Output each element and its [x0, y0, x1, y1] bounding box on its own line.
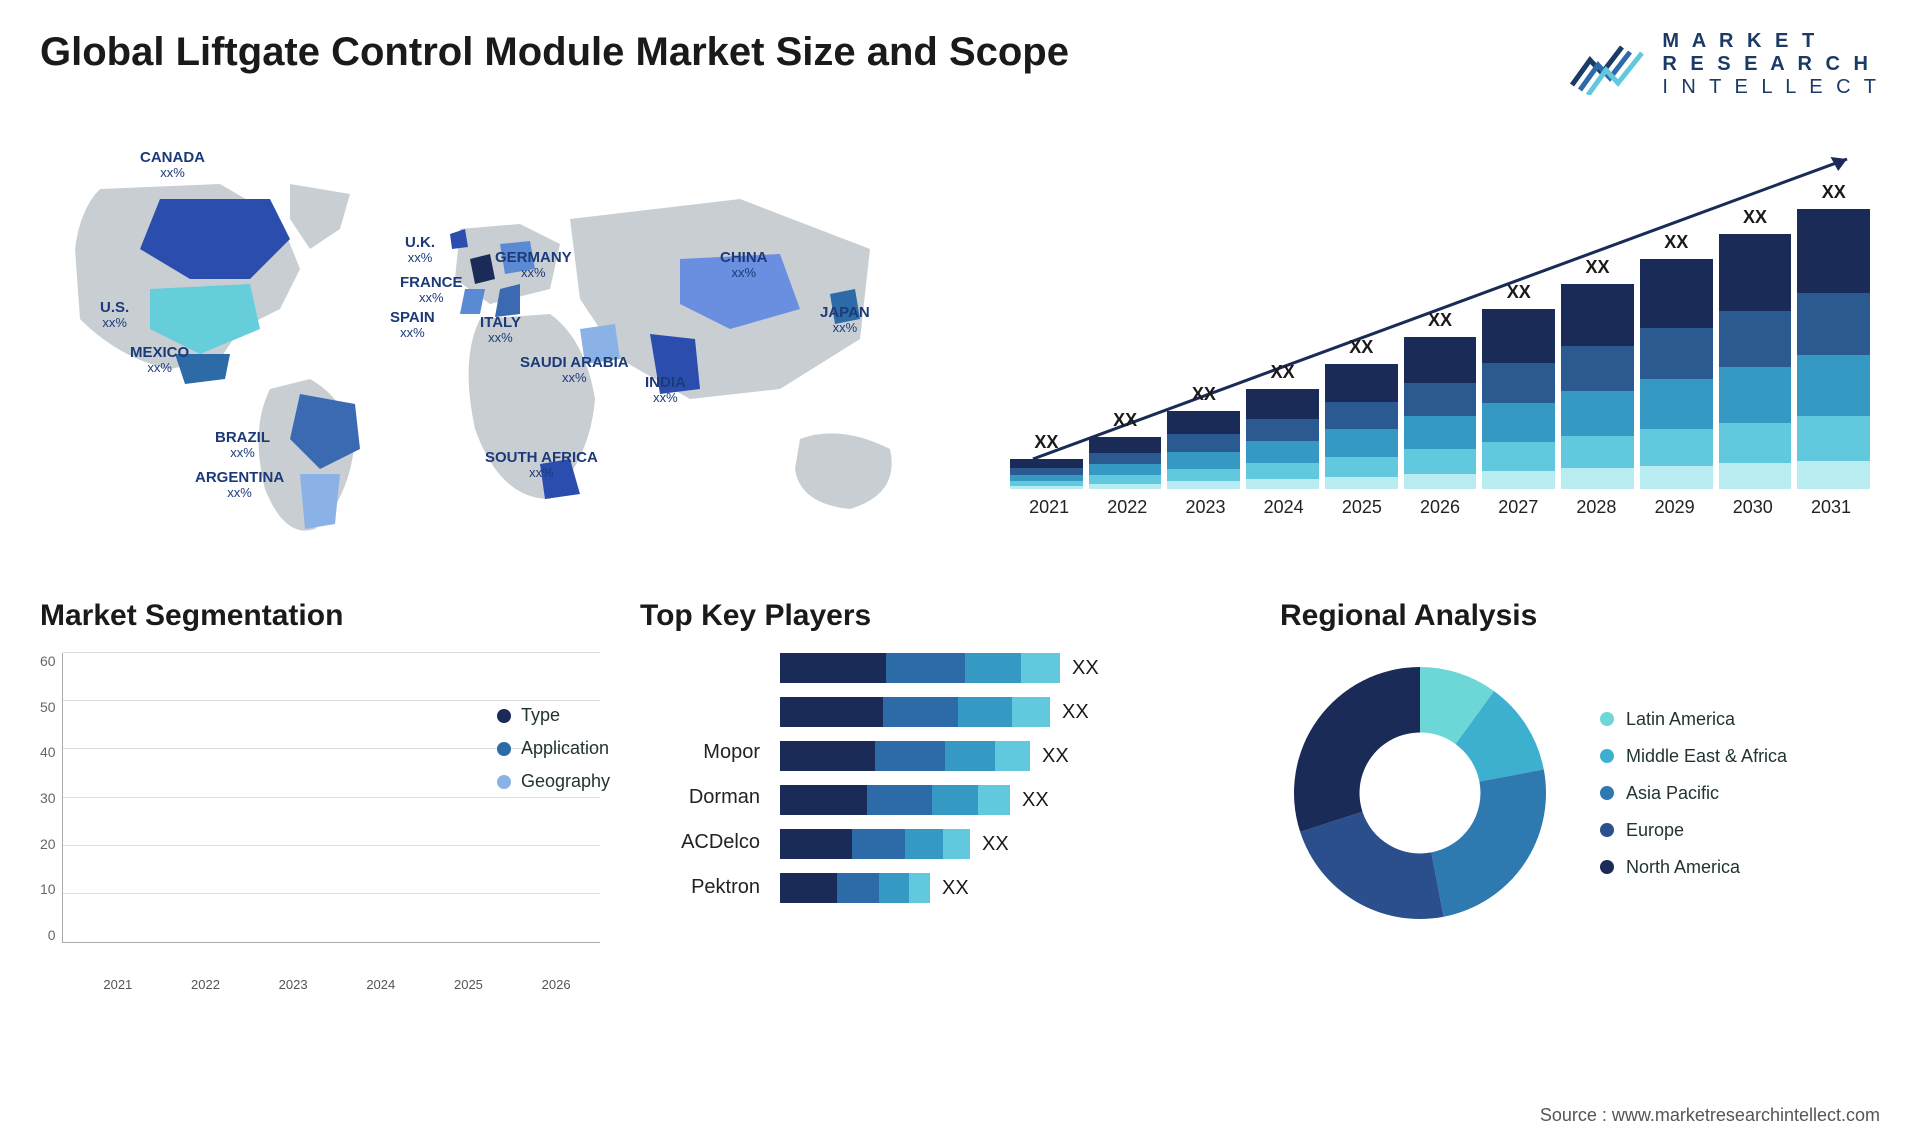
key-player-name: ACDelco [640, 831, 760, 854]
brand-logo: M A R K E T R E S E A R C H I N T E L L … [1570, 30, 1880, 99]
top-section: CANADAxx% U.S.xx%MEXICOxx% BRAZILxx% ARGENT… [40, 129, 1880, 549]
segmentation-legend: Type Application Geography [497, 693, 610, 804]
donut-slice [1294, 667, 1420, 832]
growth-bar-label: XX [1349, 337, 1373, 358]
map-label: SOUTH AFRICAxx% [485, 449, 598, 481]
key-player-bar: XX [780, 829, 1240, 859]
growth-bar: XX [1325, 337, 1398, 489]
growth-bar: XX [1640, 232, 1713, 489]
legend-item: Asia Pacific [1600, 783, 1787, 804]
key-players-chart: Mopor Dorman ACDelco Pektron XX XX XX XX XX XX [640, 653, 1240, 903]
legend-item: Application [497, 738, 610, 759]
regional-chart: Latin America Middle East & Africa Asia Pa… [1280, 653, 1880, 933]
segmentation-panel: Market Segmentation 6050403020100 TypeAp… [40, 599, 600, 1019]
growth-year-label: 2025 [1323, 489, 1401, 518]
key-player-name: Dorman [640, 786, 760, 809]
legend-item: Latin America [1600, 709, 1787, 730]
key-player-bar: XX [780, 785, 1240, 815]
growth-year-label: 2028 [1557, 489, 1635, 518]
growth-bar-label: XX [1664, 232, 1688, 253]
growth-bar: XX [1561, 257, 1634, 489]
segmentation-x-axis: 202120222023202420252026 [40, 973, 600, 992]
growth-year-label: 2030 [1714, 489, 1792, 518]
growth-bar: XX [1167, 384, 1240, 489]
legend-item: Europe [1600, 820, 1787, 841]
key-player-bar: XX [780, 741, 1240, 771]
map-label: GERMANYxx% [495, 249, 572, 281]
growth-bar-label: XX [1586, 257, 1610, 278]
key-players-panel: Top Key Players Mopor Dorman ACDelco Pektro… [640, 599, 1240, 1019]
growth-year-label: 2024 [1245, 489, 1323, 518]
growth-bar: XX [1089, 410, 1162, 489]
map-label: CANADAxx% [140, 149, 205, 181]
donut-slice [1431, 769, 1546, 916]
map-label: FRANCExx% [400, 274, 463, 306]
growth-bar-label: XX [1743, 207, 1767, 228]
legend-item: Geography [497, 771, 610, 792]
regional-panel: Regional Analysis Latin America Middle Ea… [1280, 599, 1880, 1019]
donut-wrap [1280, 653, 1560, 933]
legend-item: North America [1600, 857, 1787, 878]
growth-year-label: 2027 [1479, 489, 1557, 518]
growth-bar-label: XX [1822, 182, 1846, 203]
map-label: ARGENTINAxx% [195, 469, 284, 501]
growth-bar-label: XX [1271, 362, 1295, 383]
logo-icon [1570, 35, 1650, 95]
world-map: CANADAxx% U.S.xx%MEXICOxx% BRAZILxx% ARGENT… [40, 129, 960, 549]
segmentation-chart: 6050403020100 TypeApplicationGeography [40, 653, 600, 973]
growth-bar: XX [1719, 207, 1792, 489]
regional-title: Regional Analysis [1280, 599, 1880, 633]
key-players-title: Top Key Players [640, 599, 1240, 633]
growth-bar: XX [1797, 182, 1870, 489]
key-players-names: Mopor Dorman ACDelco Pektron [640, 653, 760, 903]
segmentation-y-axis: 6050403020100 [40, 653, 62, 943]
growth-year-label: 2023 [1166, 489, 1244, 518]
growth-bar-label: XX [1034, 432, 1058, 453]
legend-item: Middle East & Africa [1600, 746, 1787, 767]
growth-x-axis: 2021202220232024202520262027202820292030… [1000, 489, 1880, 518]
key-player-name: Mopor [640, 741, 760, 764]
map-label: SAUDI ARABIAxx% [520, 354, 629, 386]
map-label: JAPANxx% [820, 304, 870, 336]
key-player-name: Pektron [640, 876, 760, 899]
growth-bar: XX [1010, 432, 1083, 489]
growth-bar: XX [1404, 310, 1477, 489]
growth-year-label: 2029 [1636, 489, 1714, 518]
bottom-section: Market Segmentation 6050403020100 TypeAp… [40, 599, 1880, 1019]
key-player-bar: XX [780, 873, 1240, 903]
growth-year-label: 2021 [1010, 489, 1088, 518]
key-player-bar: XX [780, 697, 1240, 727]
map-label: MEXICOxx% [130, 344, 189, 376]
segmentation-title: Market Segmentation [40, 599, 600, 633]
growth-bar-label: XX [1428, 310, 1452, 331]
logo-text: M A R K E T R E S E A R C H I N T E L L … [1662, 30, 1880, 99]
map-label: U.S.xx% [100, 299, 129, 331]
key-players-bars: XX XX XX XX XX XX [780, 653, 1240, 903]
growth-year-label: 2022 [1088, 489, 1166, 518]
donut-icon [1280, 653, 1560, 933]
map-label: CHINAxx% [720, 249, 768, 281]
growth-year-label: 2026 [1401, 489, 1479, 518]
header-row: Global Liftgate Control Module Market Si… [40, 30, 1880, 99]
map-label: INDIAxx% [645, 374, 686, 406]
growth-bar: XX [1482, 282, 1555, 489]
source-text: Source : www.marketresearchintellect.com [1540, 1105, 1880, 1126]
growth-bar: XX [1246, 362, 1319, 489]
growth-bar-label: XX [1507, 282, 1531, 303]
growth-bars: XXXXXXXXXXXXXXXXXXXXXX [1000, 189, 1880, 489]
donut-slice [1300, 812, 1443, 919]
map-label: BRAZILxx% [215, 429, 270, 461]
key-player-bar: XX [780, 653, 1240, 683]
legend-item: Type [497, 705, 610, 726]
growth-bar-label: XX [1192, 384, 1216, 405]
page-title: Global Liftgate Control Module Market Si… [40, 30, 1069, 75]
growth-chart: XXXXXXXXXXXXXXXXXXXXXX 20212022202320242… [1000, 129, 1880, 549]
growth-year-label: 2031 [1792, 489, 1870, 518]
map-label: U.K.xx% [405, 234, 435, 266]
regional-legend: Latin America Middle East & Africa Asia Pa… [1600, 693, 1787, 894]
growth-bar-label: XX [1113, 410, 1137, 431]
map-label: SPAINxx% [390, 309, 435, 341]
map-label: ITALYxx% [480, 314, 521, 346]
